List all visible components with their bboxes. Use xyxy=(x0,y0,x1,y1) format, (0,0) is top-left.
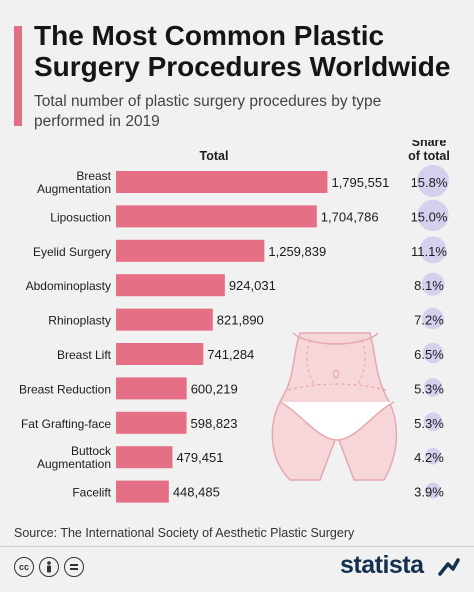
category-label: Augmentation xyxy=(37,457,111,471)
license-icons: cc xyxy=(14,557,84,577)
cc-icon[interactable]: cc xyxy=(14,557,34,577)
category-label: Buttock xyxy=(71,444,112,458)
category-label: Facelift xyxy=(72,486,111,500)
share-column-header: Share xyxy=(412,140,447,149)
bar-value-label: 821,890 xyxy=(217,313,264,328)
bar xyxy=(116,446,173,469)
nd-icon[interactable] xyxy=(64,557,84,577)
bar-value-label: 741,284 xyxy=(207,347,254,362)
share-bubble xyxy=(417,199,449,231)
bar xyxy=(116,239,265,262)
share-label: 3.9% xyxy=(414,485,444,500)
category-label: Augmentation xyxy=(37,182,111,196)
share-bubble xyxy=(422,307,444,330)
share-label: 8.1% xyxy=(414,278,444,293)
share-bubble xyxy=(423,378,443,397)
category-label: Eyelid Surgery xyxy=(33,245,111,259)
bar xyxy=(116,343,204,365)
page-title: The Most Common Plastic Surgery Procedur… xyxy=(34,20,451,82)
category-label: Breast Reduction xyxy=(19,382,111,396)
share-bubble xyxy=(421,272,445,296)
share-label: 5.3% xyxy=(414,381,444,396)
share-bubble xyxy=(425,482,441,499)
share-label: 6.5% xyxy=(414,347,444,362)
share-bubble xyxy=(417,165,449,197)
bar xyxy=(116,274,225,297)
total-column-header: Total xyxy=(200,149,229,163)
bar-value-label: 924,031 xyxy=(229,278,276,293)
bar xyxy=(116,377,187,400)
share-bubble xyxy=(423,412,443,432)
category-label: Abdominoplasty xyxy=(26,279,111,293)
bar-value-label: 600,219 xyxy=(191,381,238,396)
category-label: Breast Lift xyxy=(57,348,112,362)
share-label: 15.8% xyxy=(411,175,448,190)
page-subtitle: Total number of plastic surgery procedur… xyxy=(34,93,382,130)
share-label: 4.2% xyxy=(414,450,444,465)
bar-value-label: 1,795,551 xyxy=(331,175,389,190)
category-label: Fat Grafting-face xyxy=(21,417,111,431)
bar xyxy=(116,205,317,228)
statista-logo-icon xyxy=(438,558,460,576)
bar xyxy=(116,308,213,331)
bar-value-label: 479,451 xyxy=(176,450,223,465)
category-label: Breast xyxy=(76,169,111,183)
source-note: Source: The International Society of Aes… xyxy=(14,526,355,540)
bar-value-label: 448,485 xyxy=(173,485,220,500)
share-label: 5.3% xyxy=(414,416,444,431)
category-label: Rhinoplasty xyxy=(48,314,111,328)
statista-logo[interactable]: statista xyxy=(340,551,424,579)
bar xyxy=(116,171,328,193)
title-accent-bar xyxy=(14,26,22,126)
bar-value-label: 1,704,786 xyxy=(321,209,379,224)
by-icon[interactable] xyxy=(39,557,59,577)
bar-value-label: 598,823 xyxy=(191,416,238,431)
share-column-header: of total xyxy=(408,149,450,163)
share-bubble xyxy=(422,342,444,364)
body-silhouette-illustration xyxy=(271,332,398,481)
share-label: 7.2% xyxy=(414,313,444,328)
share-label: 11.1% xyxy=(411,244,447,259)
share-bubble xyxy=(419,236,447,264)
footer-divider xyxy=(0,546,474,547)
share-label: 15.0% xyxy=(411,209,448,224)
bar xyxy=(116,480,169,503)
bar xyxy=(116,411,187,434)
bar-value-label: 1,259,839 xyxy=(268,244,326,259)
category-label: Liposuction xyxy=(50,210,111,224)
share-bubble xyxy=(424,447,442,465)
